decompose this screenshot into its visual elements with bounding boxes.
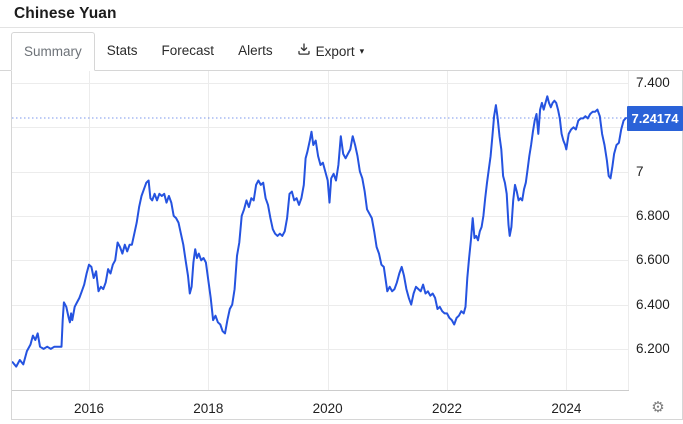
y-axis-label: 7.400: [636, 74, 670, 90]
caret-down-icon: ▾: [359, 45, 365, 56]
y-axis-label: 6.800: [636, 207, 670, 223]
y-axis-label: 6.600: [636, 252, 670, 268]
tab-bar: Summary Stats Forecast Alerts Export ▾: [0, 28, 683, 71]
export-button[interactable]: Export ▾: [285, 32, 377, 70]
current-price-value: 7.24174: [631, 111, 679, 126]
x-axis-label: 2022: [431, 401, 463, 416]
price-series-line: [12, 95, 627, 368]
tab-summary[interactable]: Summary: [11, 32, 95, 71]
y-axis-label: 7: [636, 163, 644, 179]
x-axis: 2016 2018 2020 2022 2024: [12, 391, 629, 419]
y-axis-label: 6.400: [636, 296, 670, 312]
x-axis-label: 2018: [193, 401, 224, 416]
x-axis-label: 2020: [312, 401, 343, 416]
price-line-chart[interactable]: [12, 71, 629, 391]
tab-alerts[interactable]: Alerts: [238, 43, 273, 58]
settings-gear-icon[interactable]: ⚙: [651, 399, 665, 416]
tab-forecast[interactable]: Forecast: [161, 43, 215, 58]
tab-stats[interactable]: Stats: [106, 43, 138, 58]
x-axis-label: 2016: [73, 401, 104, 416]
page-title: Chinese Yuan: [14, 4, 117, 22]
header-bar: Chinese Yuan: [0, 0, 683, 28]
export-label: Export: [315, 43, 355, 59]
current-price-badge: 7.24174: [627, 106, 683, 131]
download-icon: [297, 33, 311, 70]
y-axis-label: 6.200: [636, 340, 670, 356]
x-axis-label: 2024: [551, 401, 582, 416]
